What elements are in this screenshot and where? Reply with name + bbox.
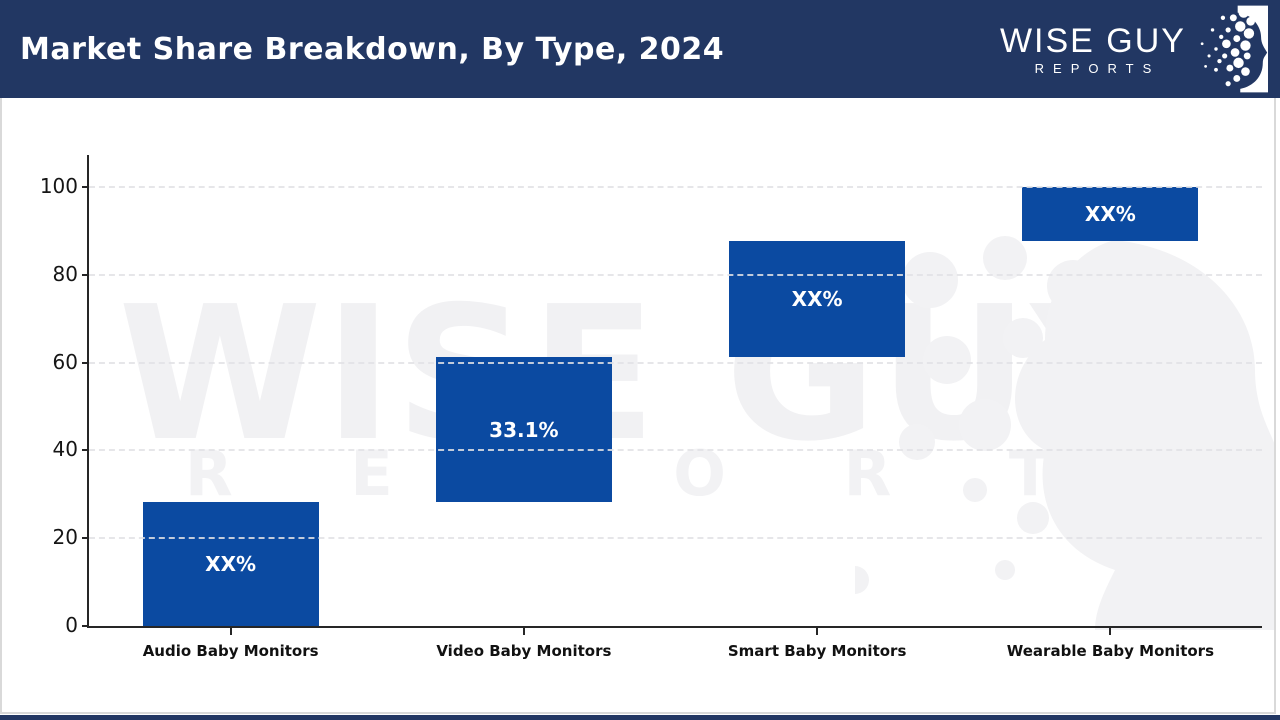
dotted-head-icon xyxy=(1200,5,1268,93)
bar-value-label: XX% xyxy=(1084,201,1136,226)
y-axis xyxy=(87,155,89,628)
logo-subtitle: REPORTS xyxy=(1034,60,1161,76)
bar-value-label: 33.1% xyxy=(489,417,559,442)
bar-smart-baby-monitors: XX% xyxy=(729,240,906,357)
y-tick-label-100: 100 xyxy=(39,174,78,198)
bar-audio-baby-monitors: XX% xyxy=(142,502,319,626)
y-tick-20 xyxy=(82,537,89,540)
y-tick-label-80: 80 xyxy=(52,261,78,286)
logo-text: WISE GUY REPORTS xyxy=(1000,24,1186,75)
x-tick-2 xyxy=(816,628,819,635)
watermark-dotted-head xyxy=(855,236,1275,630)
y-tick-label-0: 0 xyxy=(65,613,78,637)
footer-band xyxy=(0,715,1280,720)
bar-wearable-baby-monitors: XX% xyxy=(1022,187,1199,241)
category-label-0: Audio Baby Monitors xyxy=(142,642,319,660)
category-label-3: Wearable Baby Monitors xyxy=(1006,642,1214,660)
y-tick-label-20: 20 xyxy=(52,525,78,550)
bar-value-label: XX% xyxy=(791,286,843,311)
bar-video-baby-monitors: 33.1% xyxy=(435,356,612,503)
x-tick-3 xyxy=(1109,628,1112,635)
y-tick-0 xyxy=(82,625,89,627)
wise-guy-reports-logo: WISE GUY REPORTS xyxy=(1000,0,1268,98)
watermark-subtitle: R E P O R T S xyxy=(185,437,1262,510)
y-tick-label-60: 60 xyxy=(52,349,78,374)
y-tick-60 xyxy=(82,361,89,364)
page-title: Market Share Breakdown, By Type, 2024 xyxy=(20,31,725,67)
x-tick-1 xyxy=(522,628,525,635)
bar-value-label: XX% xyxy=(205,552,257,577)
x-axis xyxy=(87,626,1262,628)
x-tick-0 xyxy=(229,628,232,635)
gridline-60 xyxy=(89,361,1262,364)
logo-wordmark: WISE GUY xyxy=(999,21,1186,60)
y-tick-40 xyxy=(82,449,89,452)
header-band: Market Share Breakdown, By Type, 2024 WI… xyxy=(0,0,1280,98)
gridline-20 xyxy=(89,537,1262,540)
y-tick-label-40: 40 xyxy=(52,437,78,462)
gridline-80 xyxy=(89,273,1262,276)
category-label-1: Video Baby Monitors xyxy=(436,642,612,660)
gridline-100 xyxy=(89,186,1262,188)
y-tick-80 xyxy=(82,273,89,276)
y-tick-100 xyxy=(82,186,89,188)
category-label-2: Smart Baby Monitors xyxy=(727,642,907,660)
gridline-40 xyxy=(89,449,1262,452)
